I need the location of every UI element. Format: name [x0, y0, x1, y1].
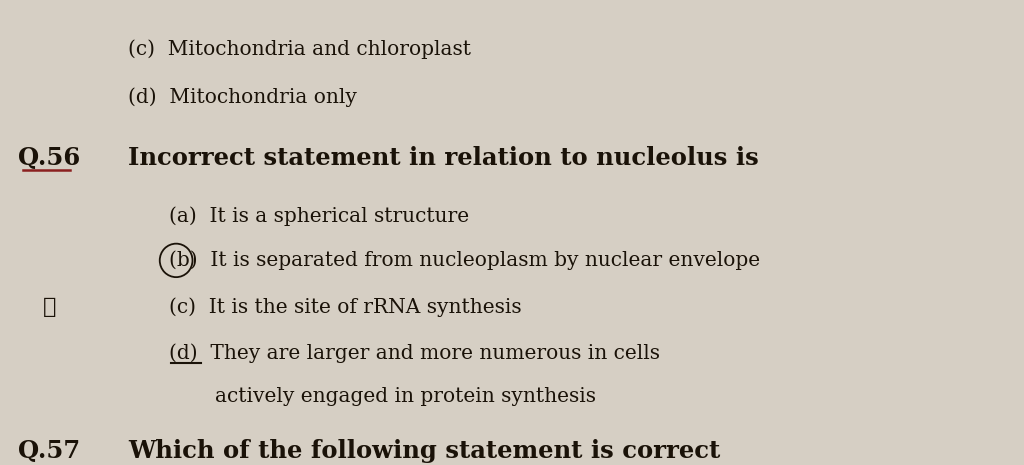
Text: actively engaged in protein synthesis: actively engaged in protein synthesis	[215, 387, 596, 405]
Text: (d)  They are larger and more numerous in cells: (d) They are larger and more numerous in…	[169, 344, 659, 363]
Text: (a)  It is a spherical structure: (a) It is a spherical structure	[169, 206, 469, 226]
Text: (c)  Mitochondria and chloroplast: (c) Mitochondria and chloroplast	[128, 39, 471, 59]
Text: Q.56: Q.56	[18, 146, 81, 170]
Text: (b)  It is separated from nucleoplasm by nuclear envelope: (b) It is separated from nucleoplasm by …	[169, 251, 760, 270]
Text: Q.57: Q.57	[18, 439, 81, 463]
Text: Which of the following statement is correct: Which of the following statement is corr…	[128, 439, 720, 463]
Text: (d)  Mitochondria only: (d) Mitochondria only	[128, 88, 357, 107]
Text: Incorrect statement in relation to nucleolus is: Incorrect statement in relation to nucle…	[128, 146, 759, 170]
Text: ✗: ✗	[42, 296, 56, 318]
Text: (c)  It is the site of rRNA synthesis: (c) It is the site of rRNA synthesis	[169, 297, 521, 317]
